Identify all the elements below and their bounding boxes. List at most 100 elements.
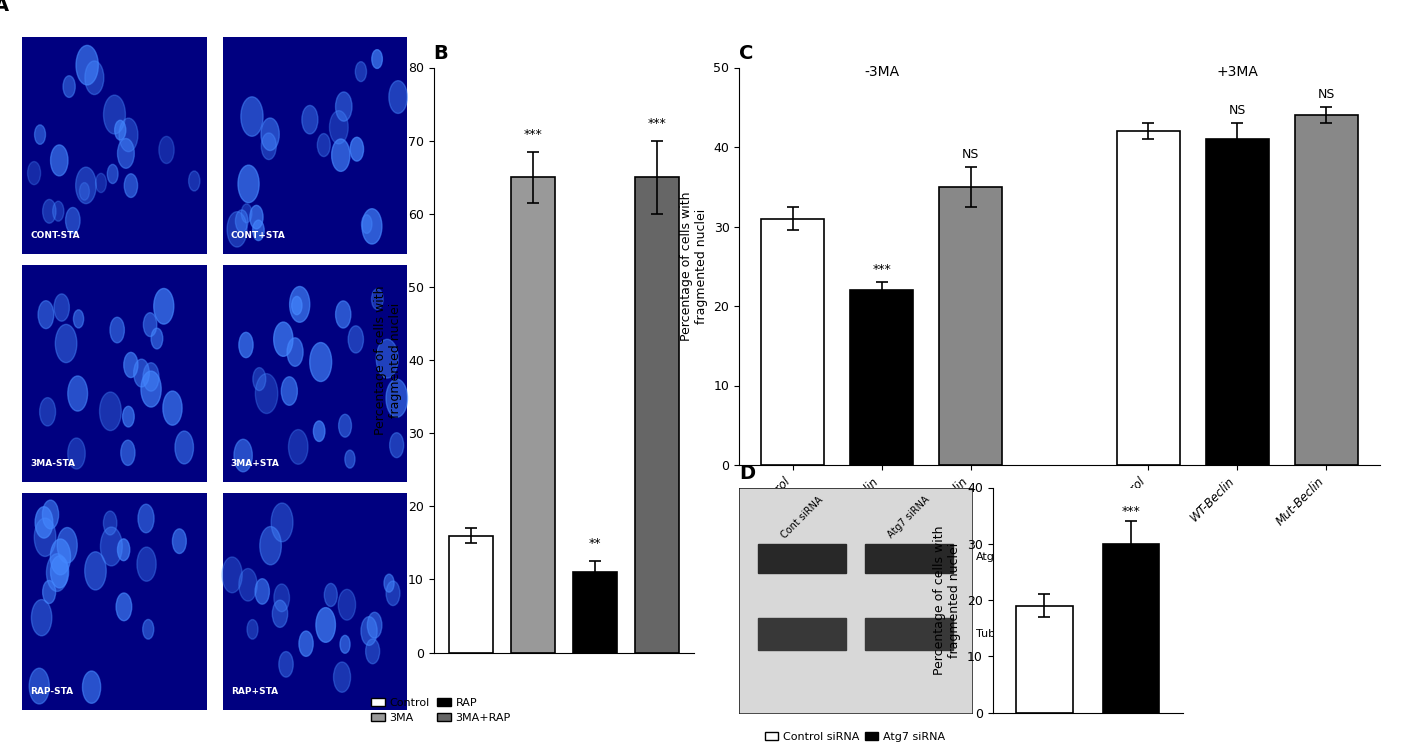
Circle shape <box>46 380 63 410</box>
Circle shape <box>38 184 61 224</box>
Bar <box>222 37 407 254</box>
Circle shape <box>55 329 65 347</box>
Circle shape <box>46 284 59 306</box>
Circle shape <box>159 176 172 196</box>
Circle shape <box>142 165 162 199</box>
Bar <box>758 544 846 573</box>
Bar <box>758 618 846 650</box>
Bar <box>939 187 1001 465</box>
Circle shape <box>169 202 186 232</box>
Text: NS: NS <box>1318 88 1335 101</box>
Bar <box>23 37 207 254</box>
Bar <box>511 177 555 652</box>
Circle shape <box>255 154 269 179</box>
Text: Atg7: Atg7 <box>976 552 1002 562</box>
Circle shape <box>298 601 317 634</box>
Circle shape <box>103 146 115 166</box>
Circle shape <box>228 133 244 161</box>
Circle shape <box>138 381 161 419</box>
Circle shape <box>227 364 249 404</box>
Circle shape <box>245 61 260 87</box>
Circle shape <box>367 511 383 538</box>
Text: CONT-STA: CONT-STA <box>30 231 80 240</box>
Circle shape <box>379 104 389 121</box>
Bar <box>222 493 407 710</box>
Text: ***: *** <box>648 117 666 130</box>
Circle shape <box>294 175 314 210</box>
Text: RAP-STA: RAP-STA <box>30 687 73 696</box>
Circle shape <box>387 289 408 324</box>
Circle shape <box>183 640 200 670</box>
Circle shape <box>101 172 115 198</box>
Circle shape <box>297 430 318 470</box>
Circle shape <box>58 432 73 460</box>
Text: RAP+STA: RAP+STA <box>231 687 277 696</box>
Circle shape <box>59 638 77 670</box>
Bar <box>865 544 953 573</box>
Circle shape <box>222 55 244 93</box>
Bar <box>23 493 207 710</box>
Circle shape <box>92 523 110 555</box>
Circle shape <box>146 60 158 81</box>
Circle shape <box>272 650 293 688</box>
Circle shape <box>320 57 341 94</box>
Circle shape <box>114 162 131 193</box>
Circle shape <box>277 632 290 654</box>
Text: NS: NS <box>962 148 979 160</box>
Text: C: C <box>739 44 753 63</box>
Circle shape <box>273 170 293 208</box>
Circle shape <box>268 127 283 154</box>
Circle shape <box>353 651 375 687</box>
Circle shape <box>46 111 61 136</box>
Circle shape <box>332 154 351 184</box>
Circle shape <box>351 418 366 444</box>
Circle shape <box>286 326 300 350</box>
Bar <box>635 177 679 652</box>
Circle shape <box>369 154 389 190</box>
Circle shape <box>327 383 345 415</box>
Circle shape <box>138 300 152 327</box>
Circle shape <box>238 665 258 701</box>
Text: Atg7 siRNA: Atg7 siRNA <box>886 494 932 540</box>
Circle shape <box>265 104 275 122</box>
Circle shape <box>31 308 46 335</box>
Circle shape <box>384 346 403 379</box>
Circle shape <box>173 539 183 557</box>
Bar <box>573 572 617 652</box>
Circle shape <box>256 158 272 188</box>
Text: ***: *** <box>524 128 542 141</box>
Circle shape <box>45 655 58 676</box>
Circle shape <box>331 604 344 625</box>
Circle shape <box>141 361 161 396</box>
Circle shape <box>146 339 158 360</box>
Circle shape <box>372 406 391 442</box>
Circle shape <box>87 139 99 159</box>
Circle shape <box>155 56 169 83</box>
Circle shape <box>134 66 152 100</box>
Circle shape <box>342 296 363 334</box>
Circle shape <box>191 604 201 622</box>
Circle shape <box>277 619 294 649</box>
Circle shape <box>44 528 61 556</box>
Circle shape <box>100 196 113 219</box>
Text: **: ** <box>589 537 601 550</box>
Circle shape <box>104 619 115 637</box>
Circle shape <box>231 515 244 538</box>
Text: ***: *** <box>1122 506 1140 518</box>
Circle shape <box>130 119 146 151</box>
Circle shape <box>73 154 86 178</box>
Circle shape <box>345 358 359 383</box>
Circle shape <box>298 359 315 390</box>
Circle shape <box>355 209 367 232</box>
Legend: Control, 3MA, RAP, 3MA+RAP: Control, 3MA, RAP, 3MA+RAP <box>366 693 515 728</box>
Circle shape <box>242 533 255 557</box>
Circle shape <box>334 290 349 316</box>
Circle shape <box>125 518 141 546</box>
Text: -3MA: -3MA <box>865 65 900 80</box>
Legend: Control siRNA, Atg7 siRNA: Control siRNA, Atg7 siRNA <box>760 727 949 746</box>
Circle shape <box>321 576 342 612</box>
Circle shape <box>125 589 142 618</box>
Circle shape <box>97 359 118 394</box>
Circle shape <box>135 570 156 608</box>
Circle shape <box>69 161 90 199</box>
